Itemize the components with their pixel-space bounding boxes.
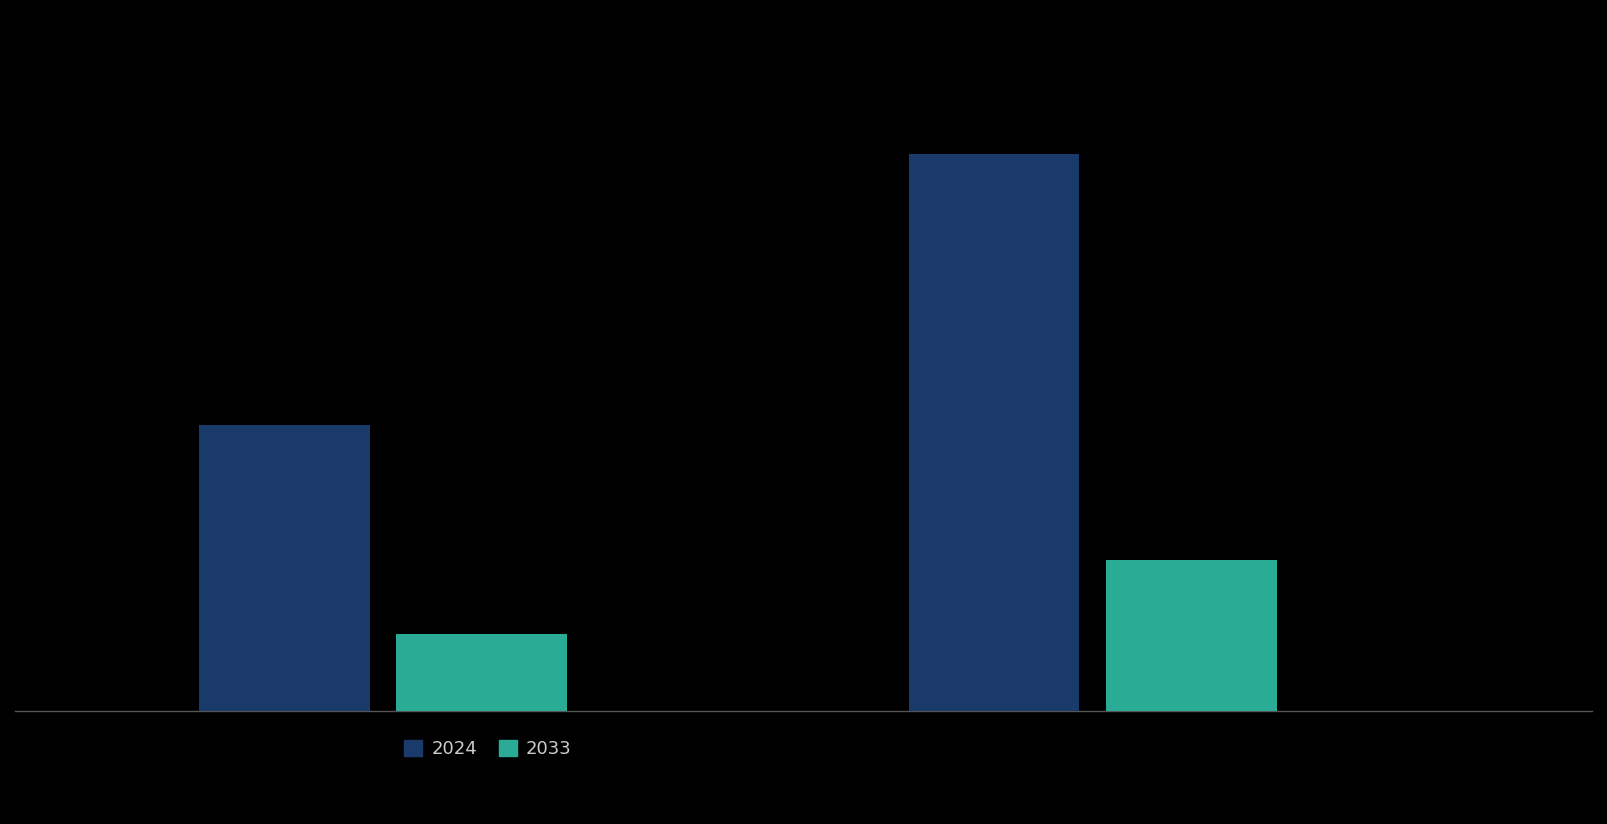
Bar	[395, 634, 567, 711]
Bar	[1106, 559, 1276, 711]
Bar	[199, 424, 370, 711]
Bar	[908, 154, 1080, 711]
Legend: 2024, 2033: 2024, 2033	[397, 733, 579, 765]
